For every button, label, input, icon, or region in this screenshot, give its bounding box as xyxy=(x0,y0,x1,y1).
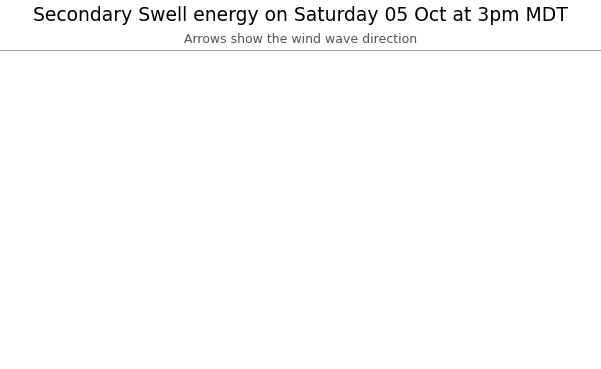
Text: Secondary Swell energy on Saturday 05 Oct at 3pm MDT: Secondary Swell energy on Saturday 05 Oc… xyxy=(33,6,568,25)
Text: Arrows show the wind wave direction: Arrows show the wind wave direction xyxy=(184,33,417,46)
Text: cartopy required: cartopy required xyxy=(219,200,382,219)
